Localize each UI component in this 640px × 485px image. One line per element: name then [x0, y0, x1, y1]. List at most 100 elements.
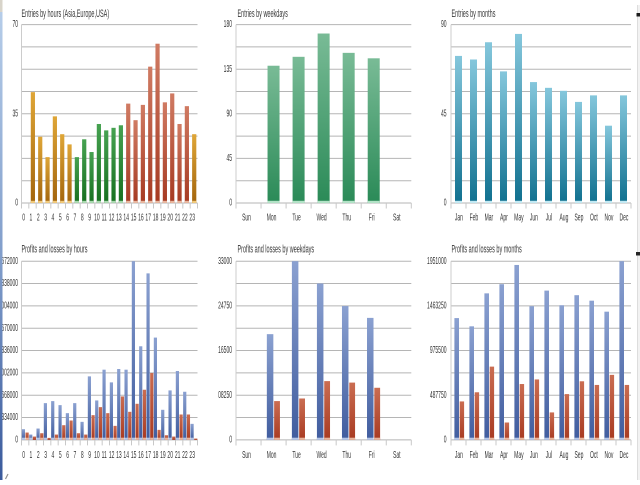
svg-text:Fri: Fri [369, 449, 375, 460]
svg-text:0: 0 [15, 197, 18, 208]
svg-text:0: 0 [229, 197, 232, 208]
svg-text:14: 14 [123, 449, 129, 460]
svg-text:90: 90 [441, 18, 447, 29]
svg-text:16: 16 [138, 212, 144, 223]
svg-text:90: 90 [226, 108, 232, 119]
svg-text:16: 16 [138, 449, 144, 460]
svg-text:19: 19 [160, 449, 166, 460]
svg-text:5: 5 [59, 449, 62, 460]
svg-text:May: May [514, 212, 523, 223]
svg-text:Nov: Nov [604, 449, 613, 460]
svg-text:45: 45 [226, 152, 232, 163]
svg-text:6: 6 [66, 212, 69, 223]
svg-text:20: 20 [167, 212, 173, 223]
svg-text:21: 21 [175, 449, 181, 460]
svg-text:2672000: 2672000 [0, 255, 18, 266]
svg-text:Aug: Aug [559, 449, 568, 460]
svg-text:0: 0 [22, 449, 25, 460]
svg-text:Jul: Jul [546, 449, 553, 460]
svg-text:Mar: Mar [485, 212, 494, 223]
svg-text:2: 2 [37, 449, 40, 460]
svg-text:Apr: Apr [500, 212, 508, 223]
svg-text:Tue: Tue [292, 449, 301, 460]
svg-text:45: 45 [441, 108, 447, 119]
svg-text:Dec: Dec [619, 449, 628, 460]
svg-text:334000: 334000 [1, 411, 18, 422]
svg-text:0: 0 [229, 434, 232, 445]
svg-text:9: 9 [88, 449, 91, 460]
svg-text:Apr: Apr [500, 449, 508, 460]
svg-text:180: 180 [224, 18, 233, 29]
svg-text:Feb: Feb [470, 212, 479, 223]
svg-text:Tue: Tue [292, 212, 301, 223]
svg-text:23: 23 [189, 449, 195, 460]
svg-text:Wed: Wed [317, 212, 327, 223]
svg-text:Nov: Nov [604, 212, 613, 223]
svg-text:13: 13 [116, 449, 122, 460]
svg-text:Sep: Sep [574, 449, 583, 460]
svg-text:1: 1 [30, 212, 33, 223]
svg-text:15: 15 [131, 449, 137, 460]
svg-text:Entries by hours (Asia,Europe,: Entries by hours (Asia,Europe,USA) [22, 7, 110, 20]
svg-text:10: 10 [94, 449, 100, 460]
svg-text:14: 14 [123, 212, 129, 223]
svg-text:Fri: Fri [369, 212, 375, 223]
svg-text:17: 17 [145, 212, 151, 223]
svg-text:Profits and losses by weekdays: Profits and losses by weekdays [238, 242, 315, 255]
svg-text:21: 21 [175, 212, 181, 223]
svg-text:Entries by weekdays: Entries by weekdays [238, 7, 289, 20]
svg-text:May: May [514, 449, 523, 460]
svg-text:Sat: Sat [393, 212, 401, 223]
svg-text:22: 22 [182, 212, 188, 223]
svg-text:35: 35 [12, 108, 18, 119]
svg-text:Oct: Oct [590, 449, 598, 460]
svg-text:7: 7 [74, 449, 77, 460]
svg-text:Jun: Jun [530, 449, 538, 460]
svg-text:15: 15 [131, 212, 137, 223]
svg-text:Wed: Wed [317, 449, 327, 460]
svg-text:0: 0 [15, 434, 18, 445]
svg-text:4: 4 [52, 212, 55, 223]
svg-text:20: 20 [167, 449, 173, 460]
svg-text:17: 17 [145, 449, 151, 460]
svg-text:Thu: Thu [342, 212, 351, 223]
svg-text:Jun: Jun [530, 212, 538, 223]
svg-text:668000: 668000 [1, 389, 18, 400]
svg-text:2: 2 [37, 212, 40, 223]
svg-text:Sep: Sep [574, 212, 583, 223]
svg-text:487750: 487750 [430, 389, 447, 400]
svg-text:Sun: Sun [242, 449, 251, 460]
svg-text:0: 0 [444, 434, 447, 445]
svg-text:3: 3 [44, 449, 47, 460]
svg-text:2338000: 2338000 [0, 277, 18, 288]
svg-text:Mon: Mon [267, 449, 277, 460]
svg-text:4: 4 [52, 449, 55, 460]
svg-text:11: 11 [102, 212, 107, 223]
svg-text:Aug: Aug [559, 212, 568, 223]
svg-text:10: 10 [94, 212, 100, 223]
svg-text:Profits and losses by hours: Profits and losses by hours [22, 242, 88, 255]
svg-text:1336000: 1336000 [0, 344, 18, 355]
svg-text:18: 18 [153, 212, 159, 223]
svg-text:1463250: 1463250 [427, 300, 447, 311]
svg-text:8: 8 [81, 449, 84, 460]
svg-text:Dec: Dec [619, 212, 628, 223]
svg-text:0: 0 [22, 212, 25, 223]
svg-text:0: 0 [444, 197, 447, 208]
svg-text:8: 8 [81, 212, 84, 223]
svg-text:2004000: 2004000 [0, 300, 18, 311]
svg-text:7: 7 [74, 212, 77, 223]
svg-text:Feb: Feb [470, 449, 479, 460]
svg-text:Jan: Jan [455, 212, 463, 223]
svg-text:1002000: 1002000 [0, 367, 18, 378]
svg-text:Mar: Mar [485, 449, 494, 460]
svg-text:13: 13 [116, 212, 122, 223]
svg-text:1: 1 [30, 449, 33, 460]
svg-text:Oct: Oct [590, 212, 598, 223]
svg-text:9: 9 [88, 212, 91, 223]
svg-text:6: 6 [66, 449, 69, 460]
svg-text:Sun: Sun [242, 212, 251, 223]
svg-text:Entries by months: Entries by months [452, 7, 496, 20]
svg-text:1951000: 1951000 [427, 255, 447, 266]
svg-text:12: 12 [109, 212, 115, 223]
